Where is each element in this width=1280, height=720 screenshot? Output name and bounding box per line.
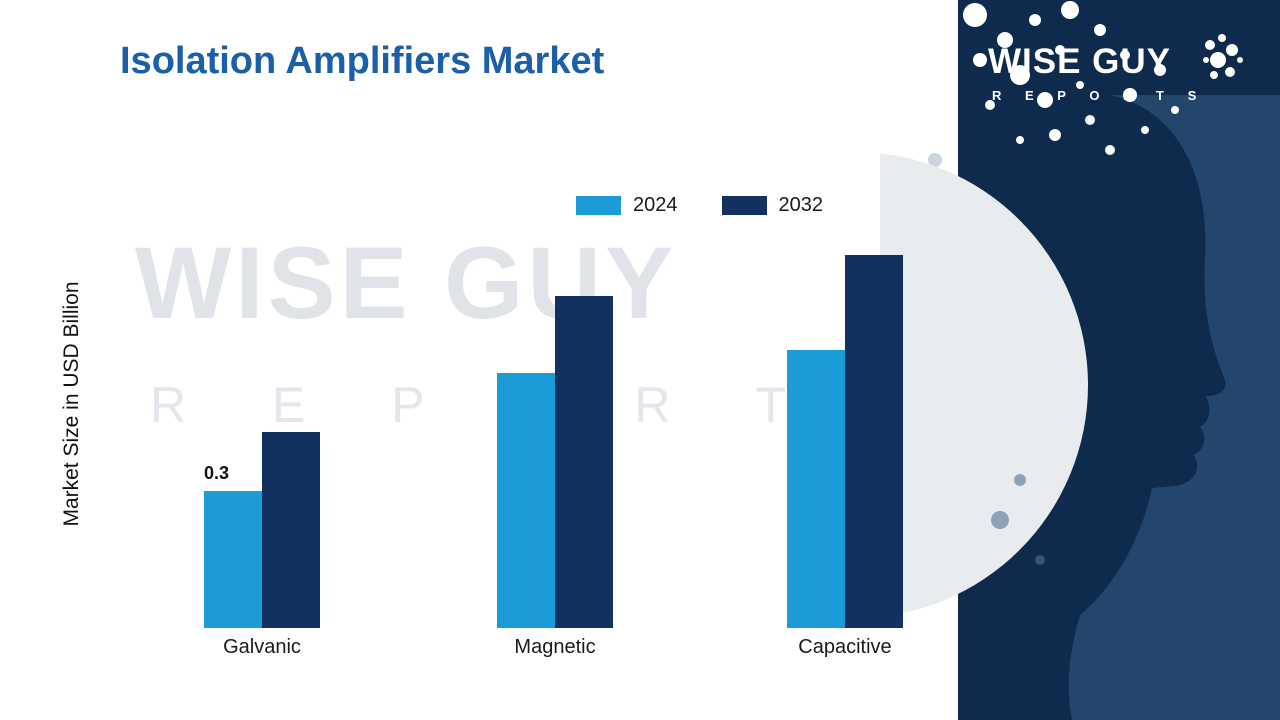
bar-group-galvanic: 0.3 [204,432,320,628]
logo-subtext: R E P O R T S [992,88,1207,103]
bar-capacitive-2032 [845,255,903,628]
bar-magnetic-2024 [497,373,555,628]
y-axis-label: Market Size in USD Billion [60,281,83,527]
logo-wordmark: WISE GUY [988,42,1172,81]
panel-light-circle [880,153,1088,617]
category-label-capacitive: Capacitive [798,636,892,658]
legend-label-2032: 2032 [778,194,824,216]
logo-head-icon [1203,34,1243,79]
legend-label-2024: 2024 [633,194,678,216]
legend-item-2032: 2032 [721,194,824,217]
white-dots-decoration [963,1,1179,155]
wiseguy-logo: WISE GUY R E P O R T S [988,42,1206,103]
legend-item-2024: 2024 [576,194,678,217]
bar-magnetic-2032 [555,296,613,628]
legend-swatch-2032 [721,196,767,215]
brand-panel [880,0,1280,720]
legend-swatch-2024 [576,196,621,215]
page-title: Isolation Amplifiers Market [120,40,605,82]
bar-capacitive-2024 [787,350,845,628]
bar-value-label-galvanic-2024: 0.3 [204,463,230,483]
face-edge-dots [991,474,1045,565]
bar-galvanic-2032 [262,432,320,628]
face-profile-silhouette [1068,95,1280,720]
chart-legend: 2024 2032 [576,194,823,217]
bar-group-capacitive [787,255,903,628]
bar-galvanic-2024: 0.3 [204,463,262,628]
category-label-magnetic: Magnetic [514,636,596,658]
bar-group-magnetic [497,296,613,628]
category-label-galvanic: Galvanic [223,636,301,658]
